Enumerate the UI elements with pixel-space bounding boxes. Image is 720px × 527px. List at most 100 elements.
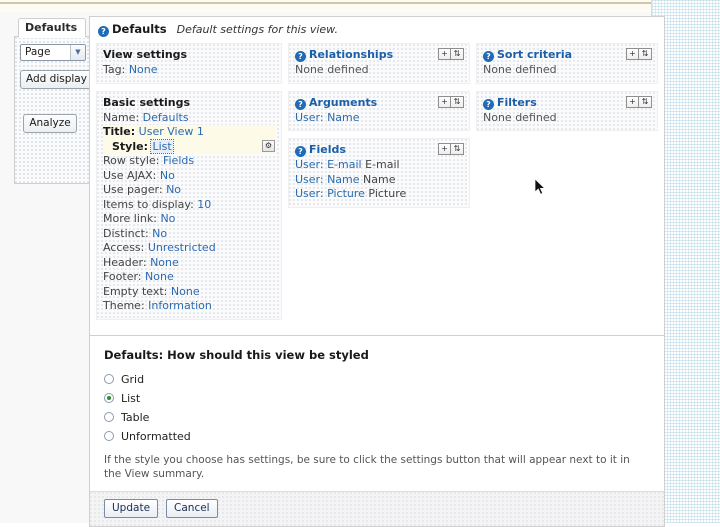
row-value[interactable]: List — [150, 138, 174, 154]
bucket-title[interactable]: ? Arguments — [295, 96, 463, 110]
row-value[interactable]: None — [128, 63, 158, 76]
display-type-select-value: Page — [25, 46, 51, 58]
rearrange-icon[interactable]: ⇅ — [451, 48, 464, 60]
bucket-basic-settings: Basic settings Name: Defaults Title: Use… — [96, 90, 282, 320]
row-key: Footer: — [103, 270, 142, 283]
style-settings-form: Defaults: How should this view be styled… — [90, 334, 664, 526]
bucket-row-use-pager[interactable]: Use pager: No — [103, 183, 275, 198]
add-display-button[interactable]: Add display — [20, 70, 93, 89]
row-key: Tag: — [103, 63, 126, 76]
row-value[interactable]: None — [150, 255, 179, 269]
bucket-row-field-picture[interactable]: User: Picture Picture — [295, 187, 463, 202]
help-icon[interactable]: ? — [295, 146, 306, 157]
help-icon[interactable]: ? — [483, 51, 494, 62]
bucket-filters: + ⇅ ? Filters None defined — [476, 90, 658, 131]
bucket-row-field-email[interactable]: User: E-mail E-mail — [295, 158, 463, 173]
bucket-controls[interactable]: + ⇅ — [626, 48, 652, 60]
row-value[interactable]: No — [159, 168, 175, 182]
bucket-controls[interactable]: + ⇅ — [626, 95, 652, 108]
display-tab-defaults[interactable]: Defaults — [18, 18, 87, 38]
bucket-row: None defined — [295, 63, 369, 76]
add-icon[interactable]: + — [438, 48, 451, 60]
bucket-controls[interactable]: + ⇅ — [438, 95, 464, 108]
bucket-title[interactable]: ? Filters — [483, 96, 651, 110]
style-option-grid[interactable]: Grid — [104, 373, 650, 386]
bucket-row-name[interactable]: Name: Defaults — [103, 111, 275, 126]
bucket-row-access[interactable]: Access: Unrestricted — [103, 241, 275, 256]
radio-icon[interactable] — [104, 393, 114, 403]
bucket-controls[interactable]: + ⇅ — [438, 48, 464, 60]
bucket-row-header[interactable]: Header: None — [103, 256, 275, 271]
help-icon[interactable]: ? — [295, 51, 306, 62]
bucket-row[interactable]: Tag: None — [103, 63, 275, 78]
bucket-controls[interactable]: + ⇅ — [438, 143, 464, 155]
row-value[interactable]: No — [152, 226, 168, 240]
bucket-title[interactable]: ? Fields — [295, 143, 463, 157]
bucket-row-items-to-display[interactable]: Items to display: 10 — [103, 198, 275, 213]
add-icon[interactable]: + — [438, 95, 451, 108]
summary-column-1: View settings Tag: None Basic settings N… — [96, 43, 282, 327]
bucket-row-empty-text[interactable]: Empty text: None — [103, 285, 275, 300]
topbar-divider — [0, 2, 651, 4]
row-key[interactable]: User: E-mail — [295, 158, 362, 171]
bucket-row-distinct[interactable]: Distinct: No — [103, 227, 275, 242]
style-option-table[interactable]: Table — [104, 411, 650, 424]
row-value[interactable]: Unrestricted — [147, 241, 216, 254]
bucket-sort-criteria: + ⇅ ? Sort criteria None defined — [476, 43, 658, 84]
row-key: Theme: — [103, 299, 145, 312]
row-value[interactable]: User View 1 — [138, 125, 204, 138]
bucket-row-title[interactable]: Title: User View 1 — [103, 125, 275, 140]
radio-icon[interactable] — [104, 412, 114, 422]
help-icon[interactable]: ? — [295, 98, 306, 110]
row-key[interactable]: User: Name — [295, 110, 360, 124]
add-icon[interactable]: + — [626, 48, 639, 60]
row-key: Access: — [103, 241, 145, 254]
row-value[interactable]: None — [170, 284, 200, 298]
style-option-unformatted[interactable]: Unformatted — [104, 430, 650, 443]
add-icon[interactable]: + — [626, 95, 639, 108]
analyze-button[interactable]: Analyze — [23, 114, 77, 133]
row-value[interactable]: Defaults — [142, 110, 189, 124]
row-value[interactable]: No — [160, 212, 176, 225]
gear-icon[interactable]: ⚙ — [262, 139, 275, 152]
rearrange-icon[interactable]: ⇅ — [451, 143, 464, 155]
bucket-row[interactable]: User: Name — [295, 111, 463, 126]
row-key: Items to display: — [103, 197, 194, 211]
bucket-row-theme[interactable]: Theme: Information — [103, 299, 275, 314]
row-value[interactable]: Fields — [162, 154, 195, 167]
views-edit-area: Defaults Page ▼ Add display Analyze — [14, 16, 665, 527]
row-key[interactable]: User: Name — [295, 172, 360, 186]
bucket-row-use-ajax[interactable]: Use AJAX: No — [103, 169, 275, 184]
radio-icon[interactable] — [104, 374, 114, 384]
bucket-row-field-name[interactable]: User: Name Name — [295, 173, 463, 188]
bucket-title[interactable]: ? Sort criteria — [483, 48, 651, 62]
rearrange-icon[interactable]: ⇅ — [451, 95, 464, 108]
style-option-list[interactable]: List — [104, 392, 650, 405]
rearrange-icon[interactable]: ⇅ — [639, 48, 652, 60]
row-value[interactable]: No — [166, 183, 182, 196]
bucket-title-text: Sort criteria — [497, 48, 573, 61]
row-value[interactable]: 10 — [197, 197, 212, 211]
row-key[interactable]: User: Picture — [295, 187, 365, 200]
rearrange-icon[interactable]: ⇅ — [639, 95, 652, 108]
row-value[interactable]: None — [145, 270, 174, 283]
bucket-row-footer[interactable]: Footer: None — [103, 270, 275, 285]
update-button[interactable]: Update — [104, 498, 159, 518]
bucket-row-row-style[interactable]: Row style: Fields — [103, 154, 275, 169]
style-option-label: Grid — [121, 372, 145, 386]
cancel-button[interactable]: Cancel — [166, 498, 218, 518]
help-icon[interactable]: ? — [98, 26, 109, 37]
row-value[interactable]: Information — [148, 299, 212, 312]
style-option-label: Unformatted — [121, 429, 191, 443]
bucket-row-style[interactable]: Style: List ⚙ — [103, 138, 275, 154]
add-icon[interactable]: + — [438, 143, 451, 155]
bucket-arguments: + ⇅ ? Arguments User: Name — [288, 90, 470, 131]
bucket-row-more-link[interactable]: More link: No — [103, 212, 275, 227]
row-key: Style: — [112, 139, 148, 153]
display-type-select[interactable]: Page ▼ — [20, 44, 86, 61]
help-icon[interactable]: ? — [483, 98, 494, 110]
bucket-title[interactable]: ? Relationships — [295, 48, 463, 62]
row-key: Empty text: — [103, 284, 168, 298]
radio-icon[interactable] — [104, 431, 114, 441]
summary-header: ? Defaults Default settings for this view… — [90, 17, 664, 43]
